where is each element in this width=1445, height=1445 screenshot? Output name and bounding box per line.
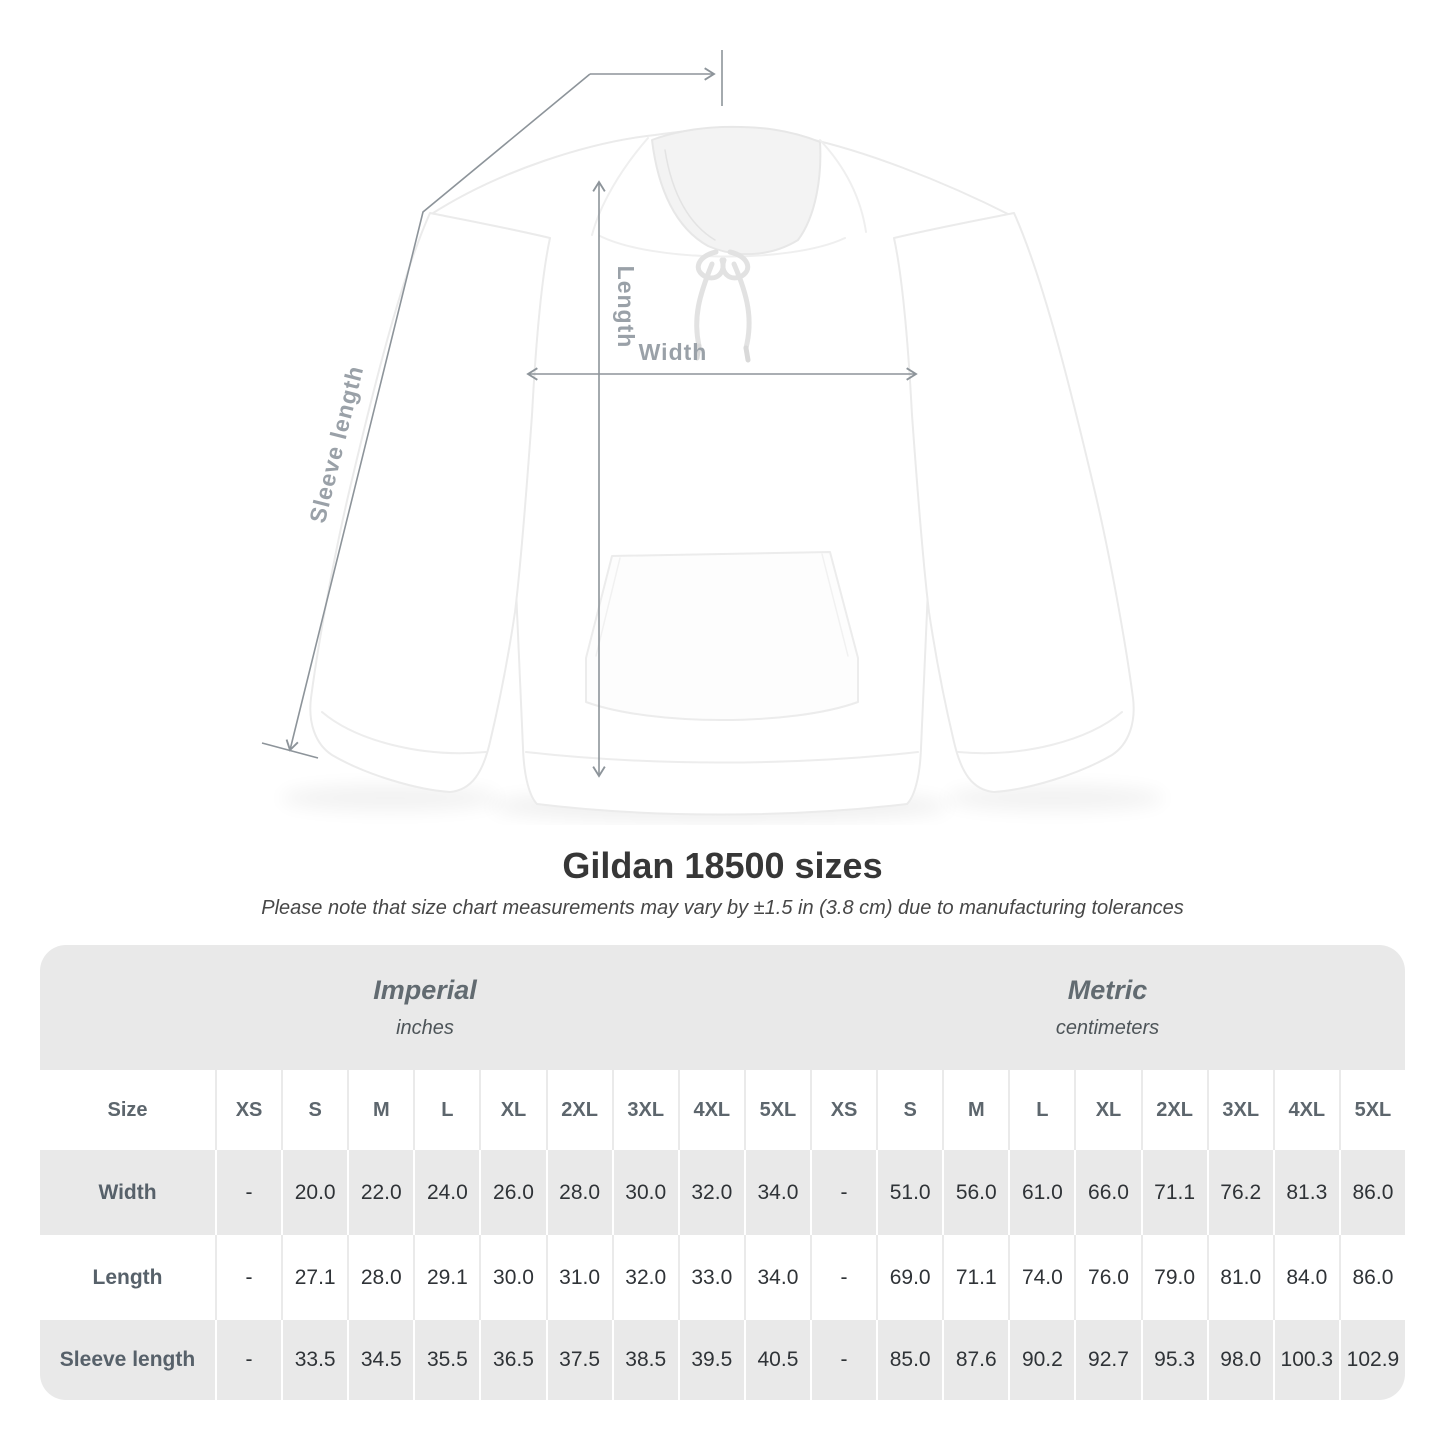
value-cell: 34.0 — [743, 1150, 810, 1235]
value-cell: 37.5 — [545, 1320, 612, 1400]
value-cell: 20.0 — [281, 1150, 348, 1235]
right-sleeve — [893, 212, 1135, 793]
page-title: Gildan 18500 sizes — [562, 845, 883, 886]
value-cell: 51.0 — [876, 1150, 943, 1235]
size-header-cell: XS — [215, 1070, 282, 1150]
value-cell: 86.0 — [1338, 1150, 1405, 1235]
size-header-cell: L — [413, 1070, 480, 1150]
size-header-cell: 4XL — [1272, 1070, 1339, 1150]
value-cell: 32.0 — [611, 1235, 678, 1320]
row-label-sleeve-length: Sleeve length — [40, 1320, 215, 1400]
value-cell: 81.3 — [1272, 1150, 1339, 1235]
value-cell: 61.0 — [1008, 1150, 1075, 1235]
unit-group-label: Imperial — [373, 975, 477, 1005]
size-header-cell: 5XL — [743, 1070, 810, 1150]
value-cell: 79.0 — [1140, 1235, 1207, 1320]
value-cell: 38.5 — [611, 1320, 678, 1400]
row-label-length: Length — [40, 1235, 215, 1320]
value-cell: 87.6 — [942, 1320, 1009, 1400]
unit-group-imperial: Imperial inches — [40, 945, 810, 1070]
hoodie-measurement-diagram: Length Width Sleeve length — [261, 50, 1165, 822]
value-cell: 76.0 — [1074, 1235, 1141, 1320]
size-header-cell: XL — [479, 1070, 546, 1150]
value-cell: - — [215, 1320, 282, 1400]
size-header-cell: M — [347, 1070, 414, 1150]
value-cell: 102.9 — [1338, 1320, 1405, 1400]
value-cell: 35.5 — [413, 1320, 480, 1400]
value-cell: - — [215, 1235, 282, 1320]
size-header-cell: L — [1008, 1070, 1075, 1150]
value-cell: - — [810, 1150, 877, 1235]
value-cell: - — [810, 1235, 877, 1320]
size-header-cell: 2XL — [1140, 1070, 1207, 1150]
value-cell: 100.3 — [1272, 1320, 1339, 1400]
size-header-cell: 2XL — [545, 1070, 612, 1150]
value-cell: 74.0 — [1008, 1235, 1075, 1320]
value-cell: 81.0 — [1206, 1235, 1273, 1320]
size-header-cell: M — [942, 1070, 1009, 1150]
value-cell: 71.1 — [942, 1235, 1009, 1320]
value-cell: 33.0 — [677, 1235, 744, 1320]
value-cell: 76.2 — [1206, 1150, 1273, 1235]
value-cell: 24.0 — [413, 1150, 480, 1235]
size-header-cell: XL — [1074, 1070, 1141, 1150]
length-label: Length — [613, 266, 639, 349]
value-cell: 26.0 — [479, 1150, 546, 1235]
size-header-cell: 3XL — [611, 1070, 678, 1150]
value-cell: 40.5 — [743, 1320, 810, 1400]
value-cell: 27.1 — [281, 1235, 348, 1320]
size-header-cell: 5XL — [1338, 1070, 1405, 1150]
value-cell: 90.2 — [1008, 1320, 1075, 1400]
value-cell: 29.1 — [413, 1235, 480, 1320]
unit-group-unit: centimeters — [1055, 1017, 1160, 1039]
value-cell: 39.5 — [677, 1320, 744, 1400]
value-cell: 34.0 — [743, 1235, 810, 1320]
value-cell: 86.0 — [1338, 1235, 1405, 1320]
hoodie-body — [429, 128, 1013, 816]
value-cell: 30.0 — [479, 1235, 546, 1320]
value-cell: 36.5 — [479, 1320, 546, 1400]
value-cell: - — [810, 1320, 877, 1400]
kangaroo-pocket — [585, 551, 859, 721]
tolerance-note: Please note that size chart measurements… — [261, 897, 1184, 919]
size-header-cell: 3XL — [1206, 1070, 1273, 1150]
value-cell: 56.0 — [942, 1150, 1009, 1235]
value-cell: 98.0 — [1206, 1320, 1273, 1400]
hoodie-illustration — [309, 125, 1135, 816]
size-column-header: Size — [40, 1070, 215, 1150]
value-cell: 71.1 — [1140, 1150, 1207, 1235]
size-header-cell: S — [281, 1070, 348, 1150]
value-cell: 22.0 — [347, 1150, 414, 1235]
value-cell: 69.0 — [876, 1235, 943, 1320]
unit-group-unit: inches — [396, 1017, 454, 1039]
value-cell: 28.0 — [347, 1235, 414, 1320]
value-cell: 85.0 — [876, 1320, 943, 1400]
width-label: Width — [639, 339, 708, 365]
size-table: Imperial inches Metric centimeters Size … — [40, 945, 1405, 1400]
value-cell: 30.0 — [611, 1150, 678, 1235]
row-label-width: Width — [40, 1150, 215, 1235]
value-cell: 84.0 — [1272, 1235, 1339, 1320]
value-cell: 92.7 — [1074, 1320, 1141, 1400]
size-header-cell: XS — [810, 1070, 877, 1150]
drawstring-bow — [694, 249, 752, 363]
value-cell: 34.5 — [347, 1320, 414, 1400]
unit-group-metric: Metric centimeters — [810, 945, 1405, 1070]
value-cell: - — [215, 1150, 282, 1235]
value-cell: 31.0 — [545, 1235, 612, 1320]
value-cell: 32.0 — [677, 1150, 744, 1235]
unit-group-label: Metric — [1067, 975, 1148, 1005]
left-sleeve — [309, 212, 551, 793]
size-header-cell: 4XL — [677, 1070, 744, 1150]
measurement-annotations — [261, 50, 918, 778]
sleeve-length-arrow — [261, 50, 723, 759]
size-header-cell: S — [876, 1070, 943, 1150]
value-cell: 28.0 — [545, 1150, 612, 1235]
value-cell: 33.5 — [281, 1320, 348, 1400]
value-cell: 66.0 — [1074, 1150, 1141, 1235]
value-cell: 95.3 — [1140, 1320, 1207, 1400]
